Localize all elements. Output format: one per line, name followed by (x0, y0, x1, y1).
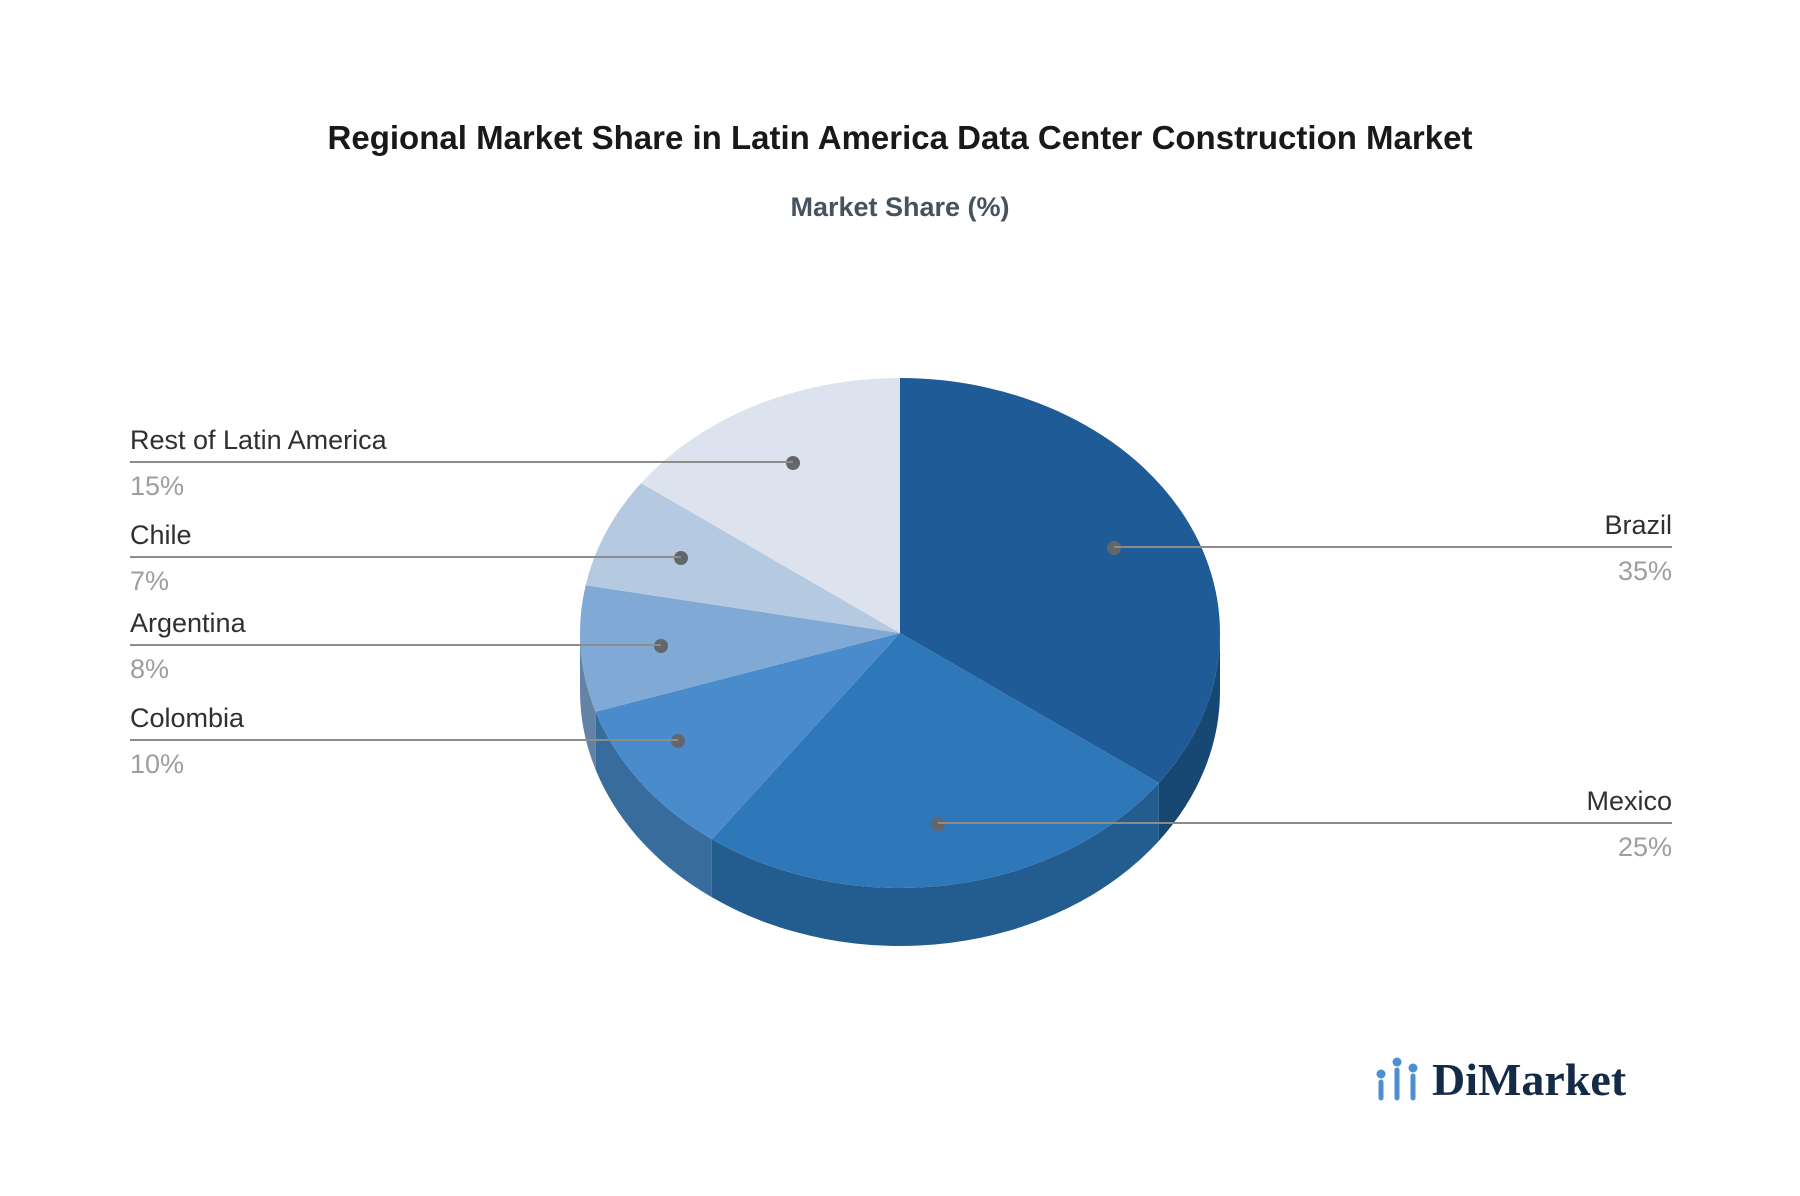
connector-dot-mexico (931, 817, 945, 831)
pie-slice-brazil[interactable] (900, 378, 1221, 783)
slice-name: Colombia (130, 703, 678, 741)
dimarket-logo: DiMarket (1372, 1052, 1626, 1108)
slice-percent: 25% (1617, 832, 1672, 862)
slice-percent: 10% (130, 749, 185, 779)
bar-chart-logo-icon (1376, 1057, 1418, 1101)
chart-subtitle: Market Share (%) (790, 192, 1010, 222)
slice-percent: 15% (130, 471, 185, 501)
slice-label-argentina: Argentina 8% (130, 608, 661, 685)
pie-slice-side-argentina (580, 633, 596, 770)
slice-name: Chile (130, 520, 681, 558)
slice-label-brazil: Brazil 35% (1114, 510, 1672, 587)
chart-title: Regional Market Share in Latin America D… (327, 119, 1473, 156)
pie-slice-mexico[interactable] (711, 633, 1159, 888)
dimarket-logo-text: DiMarket (1432, 1054, 1627, 1105)
slice-name: Brazil (1114, 510, 1672, 548)
pie-slice-argentina[interactable] (580, 585, 900, 712)
slice-name: Mexico (938, 786, 1672, 824)
slice-label-colombia: Colombia 10% (130, 703, 678, 780)
slice-percent: 35% (1617, 556, 1672, 586)
slice-percent: 7% (130, 566, 170, 596)
connector-dot-chile (674, 551, 688, 565)
pie-slice-side-colombia (595, 711, 712, 898)
slice-label-mexico: Mexico 25% (938, 786, 1672, 863)
pie-slice-side-brazil (1158, 633, 1220, 841)
connector-dot-colombia (671, 734, 685, 748)
pie-slice-side-mexico (711, 782, 1159, 947)
pie-slice-colombia[interactable] (595, 633, 900, 840)
slice-label-rest-of-latin-america: Rest of Latin America 15% (130, 425, 793, 502)
slice-name: Argentina (130, 608, 661, 646)
slice-percent: 8% (130, 654, 170, 684)
connector-dot-rest-of-latin-america (786, 456, 800, 470)
connector-dot-brazil (1107, 541, 1121, 555)
pie-slice-chile[interactable] (585, 483, 900, 633)
connector-dot-argentina (654, 639, 668, 653)
slice-name: Rest of Latin America (130, 425, 793, 463)
pie-slice-rest-of-latin-america[interactable] (641, 378, 900, 633)
slice-label-chile: Chile 7% (130, 520, 681, 597)
